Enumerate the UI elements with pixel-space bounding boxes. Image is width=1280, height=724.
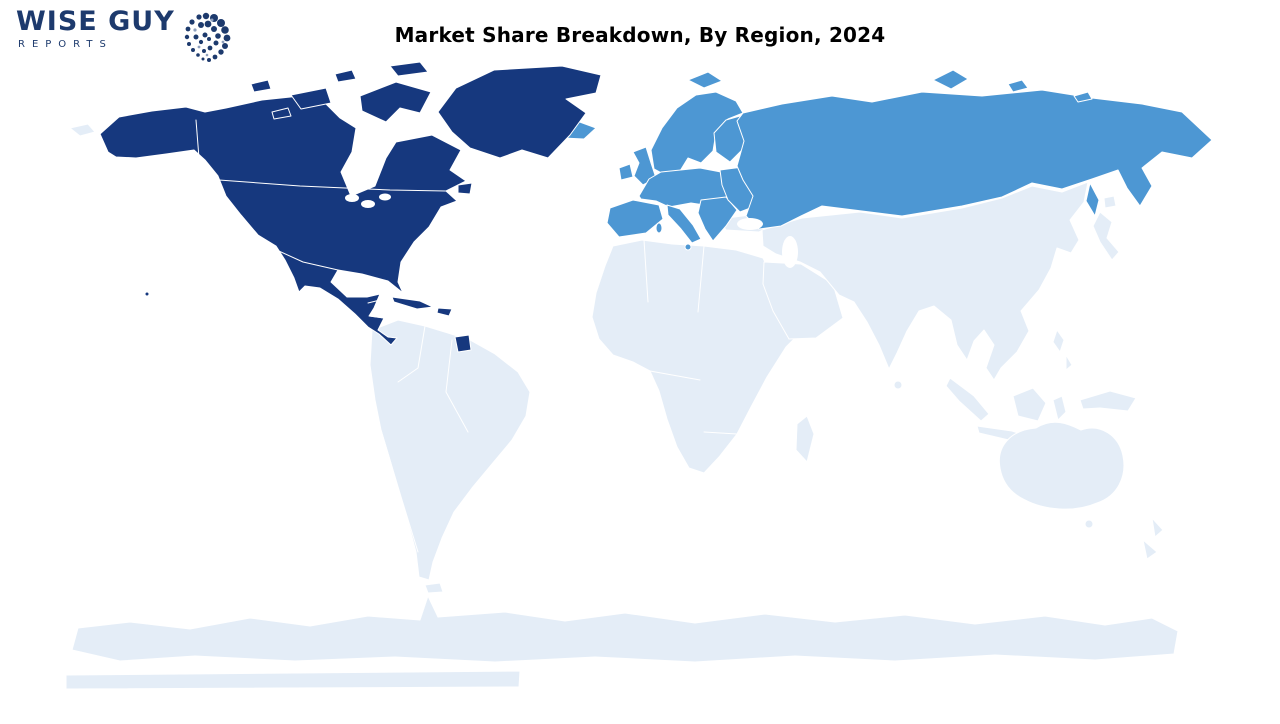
greenland (437, 65, 602, 159)
sulawesi (1052, 395, 1067, 421)
chart-title: Market Share Breakdown, By Region, 2024 (394, 23, 886, 48)
italy (666, 204, 702, 244)
russia (736, 89, 1213, 230)
sri-lanka (893, 380, 903, 390)
baffin-island (359, 81, 432, 123)
asia-mainland (761, 181, 1089, 381)
victoria-island (290, 87, 332, 110)
africa-borders (643, 239, 738, 435)
ireland (618, 163, 634, 181)
sardinia (655, 222, 663, 234)
water-overlays (345, 193, 798, 268)
arctic-islands (250, 61, 429, 120)
svalbard (687, 71, 723, 89)
french-guiana (454, 334, 472, 353)
logo-subtext: REPORTS (18, 39, 113, 51)
arabian-peninsula (762, 261, 844, 340)
logo-head-dots-icon (184, 12, 231, 62)
logo-wordmark: WISE GUY (16, 6, 175, 37)
novaya-zemlya (932, 69, 1093, 103)
iberia (606, 199, 664, 238)
great-lake-east (379, 193, 391, 201)
scandinavia (650, 91, 744, 177)
wise-guy-reports-logo: WISE GUY REPORTS (16, 6, 233, 64)
black-sea (737, 218, 763, 230)
sa-borders (380, 325, 469, 553)
great-lake-mid (361, 200, 375, 208)
sakhalin (1085, 182, 1100, 217)
hawaii (144, 291, 150, 297)
region-europe-russia (557, 69, 1213, 251)
sumatra (945, 377, 990, 422)
alaska-border (195, 119, 200, 159)
region-north-america (99, 61, 602, 346)
new-zealand (1142, 517, 1164, 560)
central-america-borders (367, 299, 385, 319)
great-lake-west (345, 194, 359, 202)
tierra-del-fuego (424, 582, 444, 594)
bering-island (69, 123, 96, 137)
us-canada-border (218, 179, 447, 192)
antarctica-strip (65, 670, 521, 690)
madagascar (795, 415, 815, 463)
newfoundland (457, 182, 473, 195)
borneo (1012, 387, 1047, 422)
cuba (391, 296, 434, 310)
antarctica (71, 595, 1179, 663)
hokkaido (1103, 195, 1117, 209)
hispaniola (436, 307, 453, 317)
us-mexico-border (269, 246, 339, 271)
new-guinea (1079, 390, 1137, 412)
caspian-sea (782, 236, 798, 268)
australia (998, 421, 1125, 510)
north-america-mainland (99, 95, 467, 346)
sicily (684, 243, 692, 251)
tasmania (1084, 519, 1094, 529)
philippines (1052, 329, 1073, 371)
japan (1092, 211, 1120, 261)
region-french-guiana (454, 334, 472, 353)
